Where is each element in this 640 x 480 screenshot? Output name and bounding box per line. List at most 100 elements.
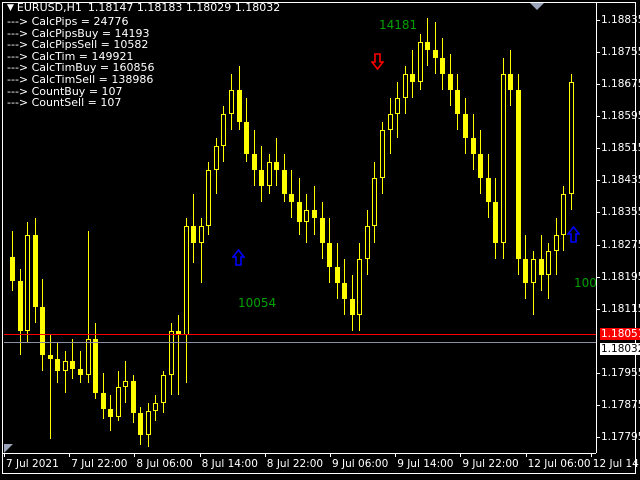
- candle-body: [198, 226, 204, 243]
- triangle-down-icon[interactable]: ▼: [7, 3, 14, 13]
- comment-line: ---> CalcPips = 24776: [7, 15, 129, 28]
- buy-signal-arrow-icon[interactable]: [566, 225, 581, 247]
- price-label: 1.18755: [601, 46, 640, 59]
- candle-body: [47, 354, 53, 359]
- time-label: 12 Jul 06:00: [527, 458, 591, 470]
- time-scale[interactable]: 7 Jul 2021 7 Jul 22:00 8 Jul 06:00 8 Jul 14…: [0, 453, 640, 480]
- candle-body: [115, 386, 121, 417]
- buy-signal-arrow-icon[interactable]: [231, 248, 246, 270]
- time-label: 9 Jul 22:00: [462, 458, 519, 470]
- time-label: 12 Jul 14:00: [592, 458, 640, 470]
- candle-body: [417, 42, 423, 83]
- candle-body: [379, 130, 385, 179]
- indicator-comment-block: ---> CalcPips = 24776 ---> CalcPipsBuy = …: [7, 16, 155, 109]
- time-tick: [199, 453, 201, 457]
- candle-body: [281, 170, 287, 195]
- candle-wick: [64, 350, 66, 393]
- candle-body: [206, 170, 212, 227]
- candle-body: [123, 380, 129, 387]
- time-label: 7 Jul 22:00: [71, 458, 128, 470]
- candle-body: [485, 178, 491, 203]
- price-tick: [596, 404, 600, 406]
- candle-body: [470, 138, 476, 155]
- candle-body: [364, 226, 370, 259]
- candle-body: [500, 74, 506, 243]
- comment-line: ---> CalcTimSell = 138986: [7, 72, 154, 86]
- price-tick: [596, 212, 600, 214]
- candle-body: [493, 202, 499, 243]
- candle-body: [553, 234, 559, 251]
- candle-body: [17, 280, 23, 331]
- time-label: 8 Jul 14:00: [201, 458, 258, 470]
- candle-wick: [532, 250, 534, 315]
- candle-body: [244, 122, 250, 155]
- profit-label-top: 14181: [379, 18, 418, 32]
- candle-body: [213, 146, 219, 171]
- candle-body: [357, 258, 363, 315]
- price-tick: [596, 20, 600, 22]
- candle-body: [561, 194, 567, 235]
- candle-body: [100, 392, 106, 409]
- candle-body: [221, 114, 227, 147]
- candle-body: [568, 82, 574, 195]
- profit-label-right: 1007: [574, 276, 596, 290]
- candle-body: [425, 42, 431, 51]
- symbol-period-label: EURUSD,H1: [16, 1, 82, 14]
- candle-body: [410, 74, 416, 83]
- candle-wick: [178, 314, 180, 395]
- candle-body: [546, 250, 552, 275]
- time-label: 8 Jul 06:00: [136, 458, 193, 470]
- candle-body: [130, 380, 136, 413]
- candle-body: [349, 298, 355, 315]
- candle-body: [515, 90, 521, 259]
- candle-body: [153, 402, 159, 411]
- candle-body: [251, 154, 257, 171]
- candle-body: [266, 162, 272, 187]
- time-axis-separator: [3, 453, 596, 454]
- price-axis-separator: [596, 3, 597, 453]
- candle-body: [312, 210, 317, 219]
- time-label: 8 Jul 22:00: [266, 458, 324, 470]
- candle-body: [342, 282, 348, 299]
- time-tick: [134, 453, 136, 457]
- chart-plot-area[interactable]: 14181 10054 1007: [4, 4, 596, 453]
- comment-line: ---> CalcPipsBuy = 14193: [7, 26, 150, 40]
- candle-body: [70, 360, 76, 369]
- candle-body: [236, 90, 242, 123]
- sell-signal-arrow-icon[interactable]: [370, 53, 385, 74]
- candle-body: [432, 50, 438, 59]
- price-tick: [596, 276, 600, 278]
- price-tick: [596, 244, 600, 246]
- candle-body: [55, 358, 61, 371]
- price-label: 1.18355: [601, 206, 640, 219]
- comment-line: ---> CountBuy = 107: [7, 84, 123, 98]
- time-tick: [460, 453, 462, 457]
- candle-wick: [49, 334, 51, 439]
- comment-line: ---> CountSell = 107: [7, 96, 122, 110]
- candle-body: [259, 170, 265, 187]
- comment-line: ---> CalcPipsSell = 10582: [7, 38, 149, 52]
- candle-body: [191, 226, 197, 243]
- candle-body: [40, 306, 46, 355]
- price-tick: [596, 372, 600, 374]
- ohlc-values: 1.18147 1.18183 1.18029 1.18032: [87, 1, 281, 14]
- time-tick: [525, 453, 527, 457]
- candle-body: [387, 114, 393, 131]
- price-label: 1.18515: [601, 142, 640, 155]
- price-tick: [596, 84, 600, 86]
- time-tick: [69, 453, 71, 457]
- candle-body: [93, 338, 99, 393]
- candle-body: [138, 412, 144, 435]
- candle-body: [447, 74, 453, 91]
- price-tick: [596, 116, 600, 118]
- candle-body: [108, 408, 114, 417]
- price-label: 1.18835: [601, 14, 640, 27]
- candle-body: [145, 410, 151, 435]
- candle-body: [25, 234, 31, 331]
- chart-anchor-marker-icon[interactable]: [530, 3, 544, 10]
- candle-wick: [200, 218, 202, 283]
- price-scale[interactable]: 1.18835 1.18755 1.18675 1.18595 1.18515 1.184…: [596, 0, 640, 455]
- time-tick: [4, 453, 5, 457]
- chart-scroll-marker-icon[interactable]: [4, 444, 13, 453]
